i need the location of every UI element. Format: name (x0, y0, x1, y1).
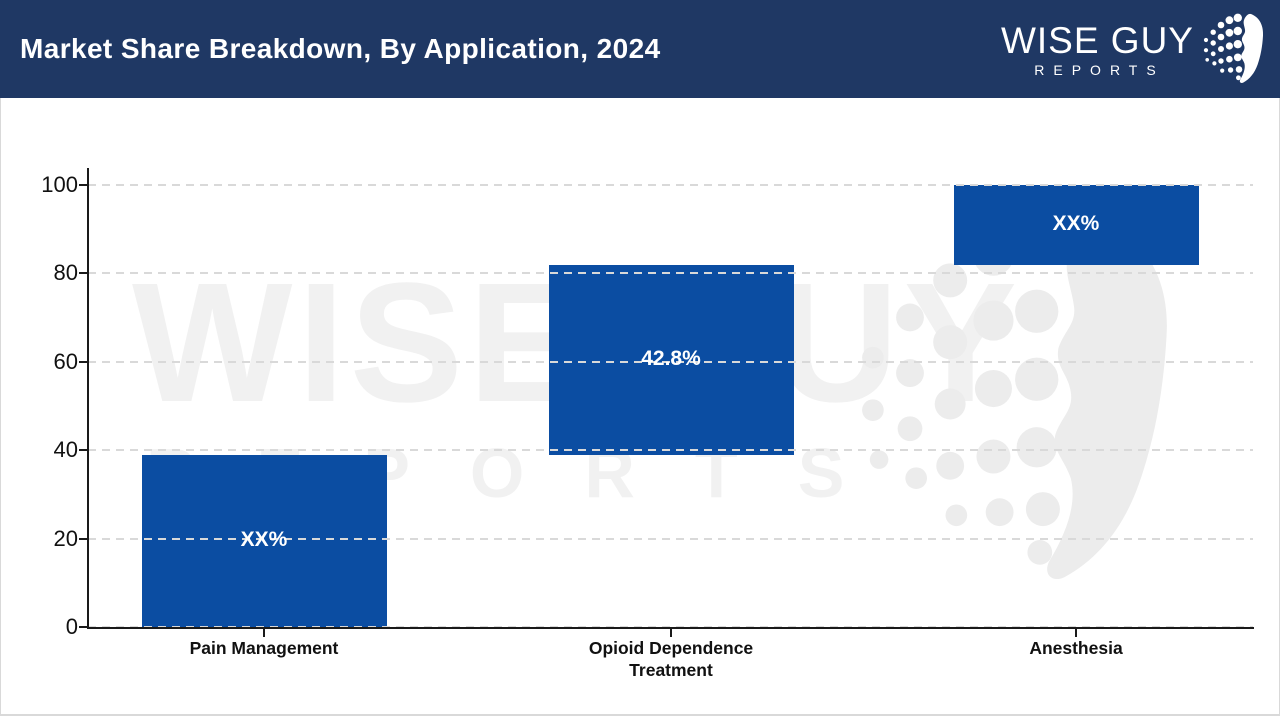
gridline-60 (88, 360, 1253, 363)
y-tick-mark-0 (79, 626, 88, 628)
wise-guy-reports-logo: WISE GUY REPORTS (1001, 12, 1280, 86)
bar-opioid-dependence-treatment (548, 265, 794, 455)
x-tick-mark-opioid-dependence-treatment (670, 629, 672, 637)
x-axis-label-anesthesia: Anesthesia (1029, 638, 1123, 658)
logo-text: WISE GUY REPORTS (1001, 22, 1194, 77)
y-tick-mark-60 (79, 360, 88, 363)
gridline-100 (88, 184, 1253, 186)
gridline-40 (88, 449, 1253, 452)
y-axis-spine (87, 168, 89, 629)
left-edge-rule (0, 98, 1, 716)
y-tick-label-100: 100 (41, 172, 78, 197)
page-title: Market Share Breakdown, By Application, … (20, 33, 661, 64)
x-tick-mark-pain-management (263, 629, 265, 637)
logo-wordmark: WISE GUY (1000, 19, 1194, 61)
bar-label-opioid-dependence-treatment: 42.8% (641, 347, 701, 371)
bar-pain-management (141, 454, 387, 627)
gridline-80 (88, 272, 1253, 275)
x-tick-mark-anesthesia (1075, 629, 1077, 637)
gridline-20 (88, 537, 1253, 540)
y-tick-mark-20 (79, 537, 88, 540)
face-profile-dots-icon (1203, 13, 1264, 83)
y-tick-label-60: 60 (53, 348, 78, 374)
y-tick-mark-100 (79, 184, 88, 186)
bar-label-anesthesia: XX% (1052, 212, 1100, 236)
y-tick-label-80: 80 (53, 260, 78, 286)
waterfall-chart: 0 20 40 60 80 100 XX% 42.8% XX% Pain Management Op… (0, 98, 1280, 716)
x-axis-label-pain-management: Pain Management (189, 638, 339, 658)
x-axis-label-opioid-dependence-treatment: Opioid Dependence Treatment (588, 638, 754, 680)
bottom-edge-rule (0, 714, 1280, 716)
y-tick-label-40: 40 (53, 437, 78, 463)
bar-label-pain-management: XX% (240, 527, 288, 551)
header-bar: Market Share Breakdown, By Application, … (0, 0, 1280, 98)
x-axis-spine (87, 627, 1254, 629)
y-tick-mark-40 (79, 449, 88, 452)
y-tick-mark-80 (79, 272, 88, 275)
y-tick-label-20: 20 (53, 525, 78, 551)
y-tick-label-0: 0 (65, 614, 78, 639)
logo-subtitle: REPORTS (1034, 61, 1165, 78)
